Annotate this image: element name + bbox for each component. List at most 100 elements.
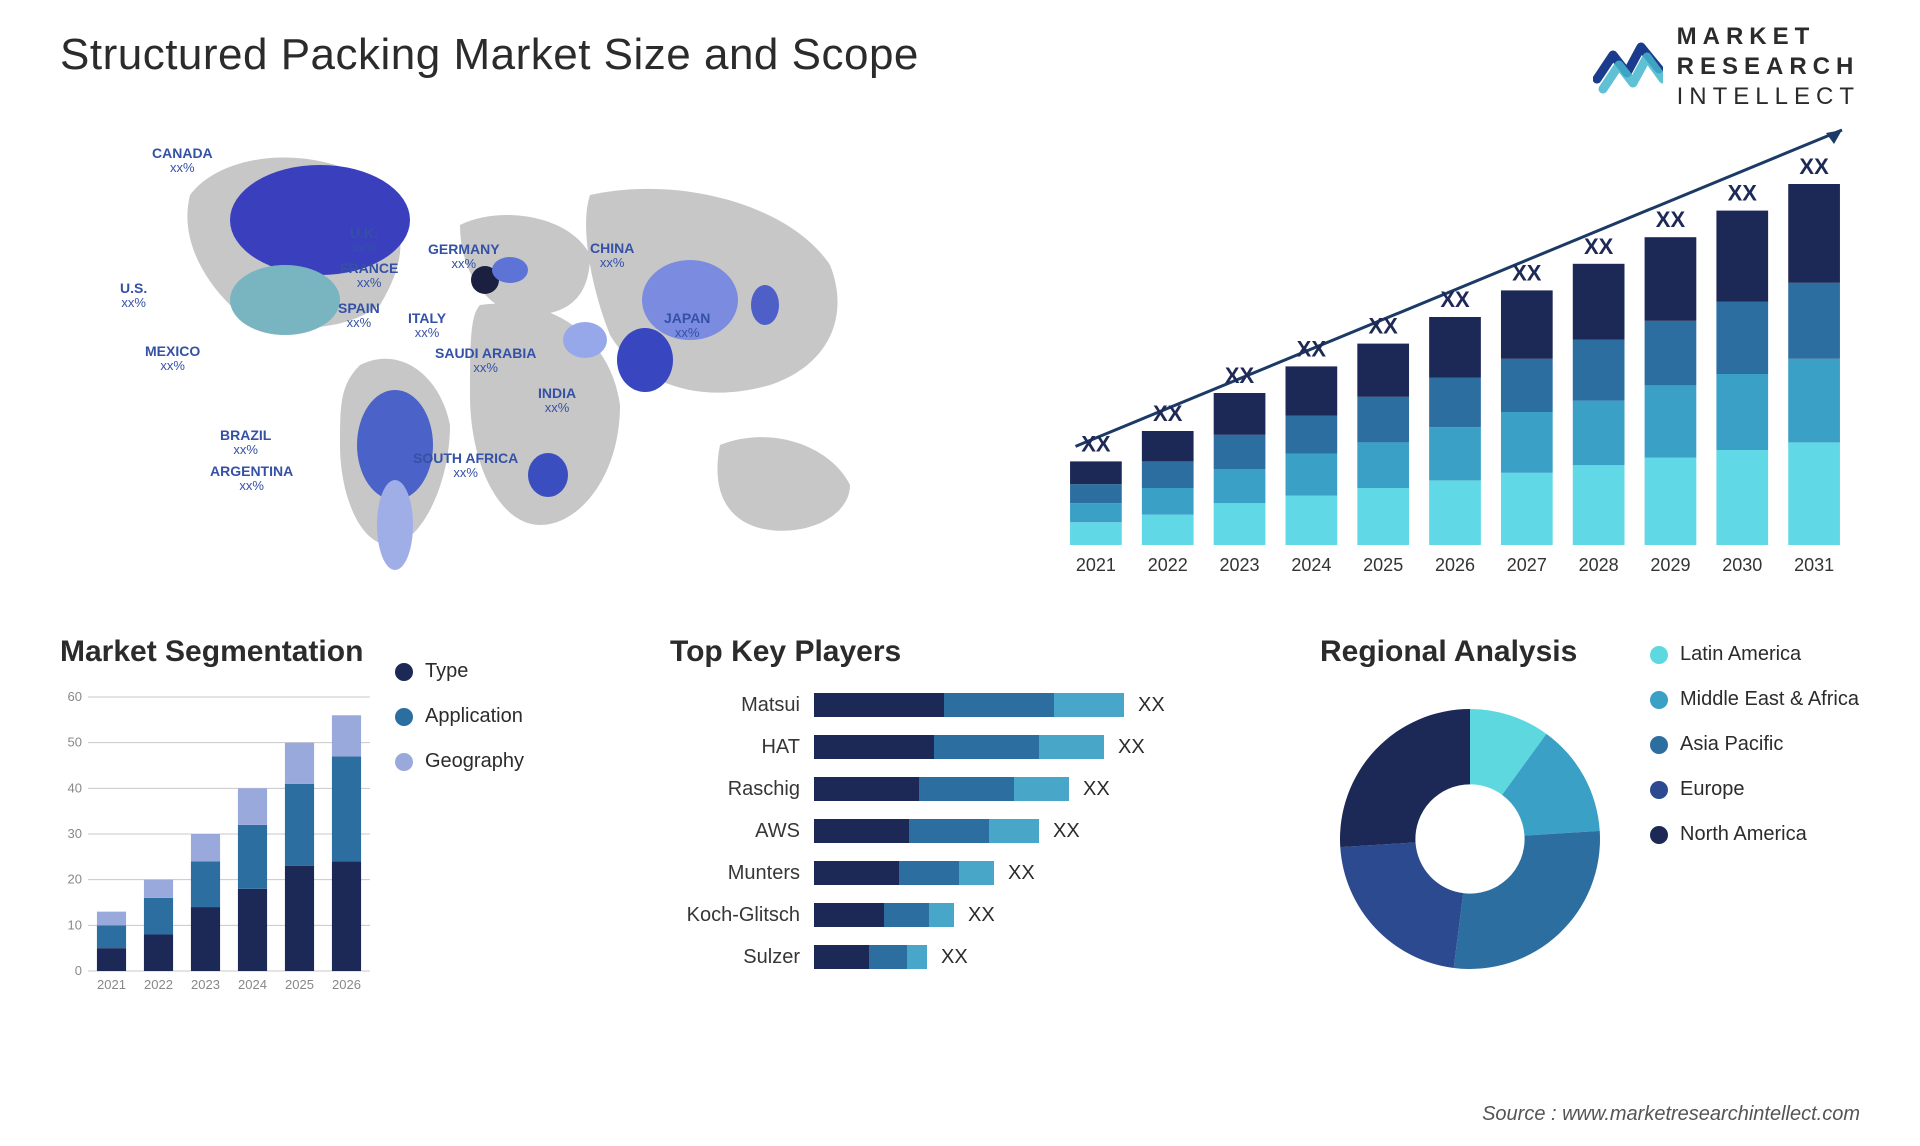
- player-bar: [814, 693, 1124, 717]
- logo-line-1: MARKET: [1677, 22, 1860, 52]
- country-label: FRANCExx%: [340, 260, 398, 291]
- svg-text:XX: XX: [1512, 260, 1542, 285]
- legend-item: Middle East & Africa: [1650, 688, 1859, 711]
- logo: MARKET RESEARCH INTELLECT: [1593, 22, 1860, 112]
- legend-dot-icon: [1650, 826, 1668, 844]
- player-value: XX: [968, 904, 995, 927]
- svg-text:2031: 2031: [1794, 555, 1834, 575]
- svg-text:XX: XX: [1728, 181, 1758, 206]
- legend-dot-icon: [395, 753, 413, 771]
- legend-item: Asia Pacific: [1650, 733, 1859, 756]
- segmentation-title: Market Segmentation: [60, 635, 370, 669]
- country-label: GERMANYxx%: [428, 241, 500, 272]
- player-label: Koch-Glitsch: [670, 904, 800, 927]
- player-bar: [814, 861, 994, 885]
- svg-text:XX: XX: [1225, 363, 1255, 388]
- legend-label: Type: [425, 660, 468, 683]
- svg-text:2022: 2022: [1148, 555, 1188, 575]
- legend-item: Application: [395, 705, 524, 728]
- legend-item: Latin America: [1650, 643, 1859, 666]
- legend-label: Middle East & Africa: [1680, 688, 1859, 711]
- svg-text:XX: XX: [1297, 336, 1327, 361]
- country-label: CANADAxx%: [152, 145, 213, 176]
- player-label: Munters: [670, 862, 800, 885]
- players-bar-chart: MatsuiXXHATXXRaschigXXAWSXXMuntersXXKoch…: [670, 689, 1270, 973]
- country-label: INDIAxx%: [538, 385, 576, 416]
- player-row: Sulzer XX: [670, 941, 1270, 973]
- player-bar: [814, 945, 927, 969]
- legend-dot-icon: [395, 708, 413, 726]
- svg-text:2023: 2023: [191, 977, 220, 992]
- legend-label: North America: [1680, 823, 1807, 846]
- player-value: XX: [1138, 694, 1165, 717]
- svg-text:60: 60: [68, 689, 82, 704]
- country-label: ITALYxx%: [408, 310, 446, 341]
- country-label: SOUTH AFRICAxx%: [413, 450, 518, 481]
- player-row: Munters XX: [670, 857, 1270, 889]
- svg-text:XX: XX: [1799, 154, 1829, 179]
- legend-dot-icon: [1650, 646, 1668, 664]
- player-row: Raschig XX: [670, 773, 1270, 805]
- svg-text:2021: 2021: [1076, 555, 1116, 575]
- segmentation-legend: Type Application Geography: [395, 660, 524, 1015]
- player-row: Matsui XX: [670, 689, 1270, 721]
- legend-label: Application: [425, 705, 523, 728]
- svg-text:2028: 2028: [1579, 555, 1619, 575]
- legend-dot-icon: [1650, 691, 1668, 709]
- svg-text:20: 20: [68, 872, 82, 887]
- svg-text:XX: XX: [1440, 287, 1470, 312]
- svg-text:2026: 2026: [332, 977, 361, 992]
- country-label: U.S.xx%: [120, 280, 147, 311]
- legend-dot-icon: [1650, 736, 1668, 754]
- legend-label: Europe: [1680, 778, 1745, 801]
- page-title: Structured Packing Market Size and Scope: [60, 30, 1860, 80]
- player-row: AWSXX: [670, 815, 1270, 847]
- svg-text:2026: 2026: [1435, 555, 1475, 575]
- world-map: CANADAxx%U.S.xx%MEXICOxx%BRAZILxx%ARGENT…: [60, 105, 980, 585]
- player-label: Raschig: [670, 778, 800, 801]
- player-value: XX: [941, 946, 968, 969]
- country-label: CHINAxx%: [590, 240, 634, 271]
- svg-text:2025: 2025: [1363, 555, 1403, 575]
- player-value: XX: [1008, 862, 1035, 885]
- legend-dot-icon: [1650, 781, 1668, 799]
- player-label: HAT: [670, 736, 800, 759]
- svg-text:2029: 2029: [1650, 555, 1690, 575]
- player-label: Matsui: [670, 694, 800, 717]
- player-row: Koch-Glitsch XX: [670, 899, 1270, 931]
- svg-text:2022: 2022: [144, 977, 173, 992]
- svg-text:XX: XX: [1656, 207, 1686, 232]
- svg-text:2030: 2030: [1722, 555, 1762, 575]
- svg-text:2025: 2025: [285, 977, 314, 992]
- regional-title: Regional Analysis: [1320, 635, 1620, 669]
- country-label: MEXICOxx%: [145, 343, 200, 374]
- player-value: XX: [1118, 736, 1145, 759]
- svg-text:10: 10: [68, 917, 82, 932]
- legend-label: Latin America: [1680, 643, 1801, 666]
- svg-text:2027: 2027: [1507, 555, 1547, 575]
- legend-dot-icon: [395, 663, 413, 681]
- player-label: Sulzer: [670, 946, 800, 969]
- player-value: XX: [1083, 778, 1110, 801]
- svg-text:0: 0: [75, 963, 82, 978]
- svg-text:2023: 2023: [1220, 555, 1260, 575]
- svg-text:2024: 2024: [1291, 555, 1331, 575]
- legend-item: North America: [1650, 823, 1859, 846]
- player-label: AWS: [670, 820, 800, 843]
- player-bar: [814, 777, 1069, 801]
- legend-item: Type: [395, 660, 524, 683]
- growth-bar-chart: XX 2021 XX 2022 XX 2023 XX 2024 XX 2025 XX 2026 XX 20…: [1040, 105, 1860, 585]
- svg-text:2024: 2024: [238, 977, 267, 992]
- svg-text:40: 40: [68, 780, 82, 795]
- legend-label: Asia Pacific: [1680, 733, 1783, 756]
- svg-text:30: 30: [68, 826, 82, 841]
- country-label: BRAZILxx%: [220, 427, 271, 458]
- regional-legend: Latin America Middle East & Africa Asia Pa…: [1650, 643, 1859, 1015]
- legend-item: Geography: [395, 750, 524, 773]
- player-bar: [814, 819, 1039, 843]
- svg-text:50: 50: [68, 735, 82, 750]
- country-label: SAUDI ARABIAxx%: [435, 345, 536, 376]
- legend-item: Europe: [1650, 778, 1859, 801]
- players-title: Top Key Players: [670, 635, 1270, 669]
- svg-text:XX: XX: [1081, 431, 1111, 456]
